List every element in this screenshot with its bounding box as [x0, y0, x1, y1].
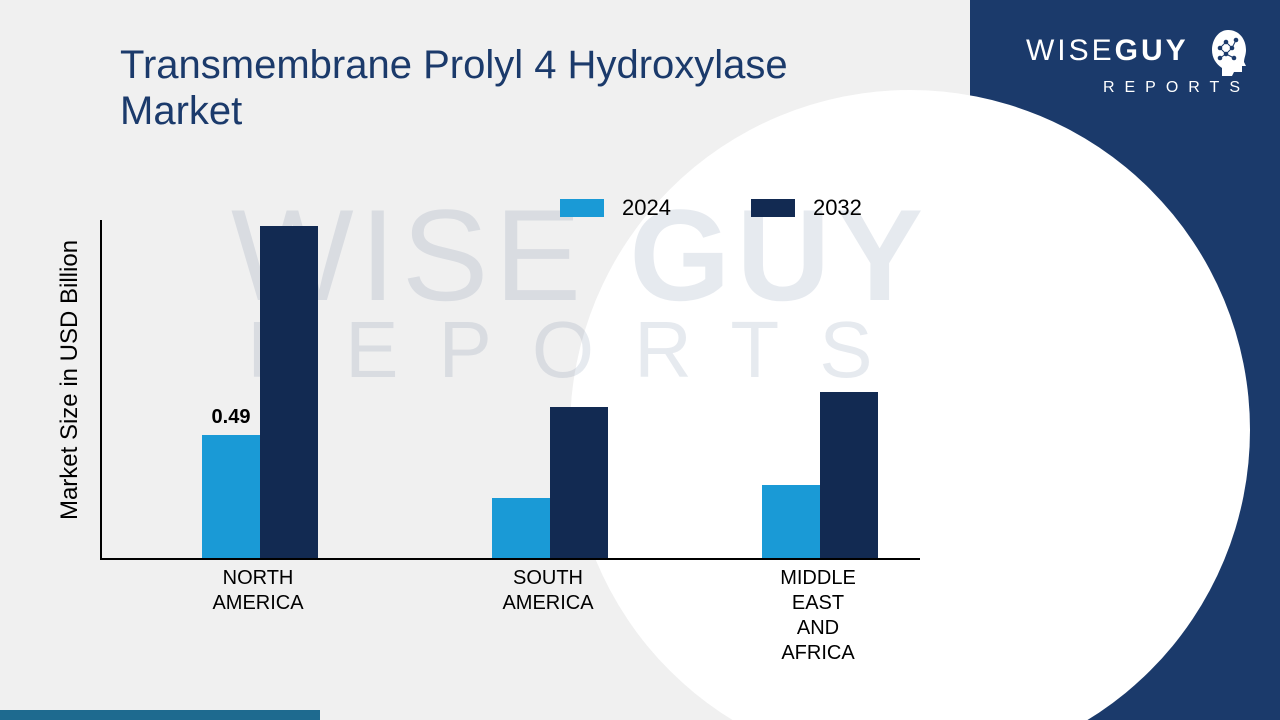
legend-swatch-2032 — [751, 199, 795, 217]
logo-line2: REPORTS — [1026, 80, 1250, 96]
chart-card: WISEGUY REPORTS WISE GUY REPORTS Transme… — [0, 0, 1280, 720]
bar-group-sa — [492, 407, 608, 558]
category-label-na: NORTH AMERICA — [212, 566, 303, 616]
logo-guy: GUY — [1115, 34, 1189, 67]
y-axis-label: Market Size in USD Billion — [56, 240, 84, 520]
bar-group-na — [202, 226, 318, 558]
legend-item-2032: 2032 — [751, 195, 862, 221]
legend-item-2024: 2024 — [560, 195, 671, 221]
category-label-sa: SOUTH AMERICA — [502, 566, 593, 616]
category-label-mea: MIDDLE EAST AND AFRICA — [780, 566, 856, 666]
logo-head-icon — [1206, 28, 1250, 76]
legend: 2024 2032 — [560, 195, 862, 221]
bar-2024-na — [202, 435, 260, 558]
bar-2024-sa — [492, 498, 550, 558]
value-label-2024-na: 0.49 — [212, 406, 251, 429]
bar-2032-na — [260, 226, 318, 558]
chart-title: Transmembrane Prolyl 4 Hydroxylase Marke… — [120, 42, 880, 134]
legend-label-2024: 2024 — [622, 195, 671, 221]
bar-2032-sa — [550, 407, 608, 558]
legend-swatch-2024 — [560, 199, 604, 217]
bottom-strip — [0, 710, 320, 720]
legend-label-2032: 2032 — [813, 195, 862, 221]
plot-area: 0.49 — [100, 220, 920, 560]
logo: WISEGUY REPORTS — [1026, 28, 1250, 96]
logo-line1: WISEGUY — [1026, 28, 1250, 76]
logo-wise: WISE — [1026, 34, 1115, 67]
bar-group-mea — [762, 392, 878, 558]
bar-2024-mea — [762, 485, 820, 558]
bar-2032-mea — [820, 392, 878, 558]
